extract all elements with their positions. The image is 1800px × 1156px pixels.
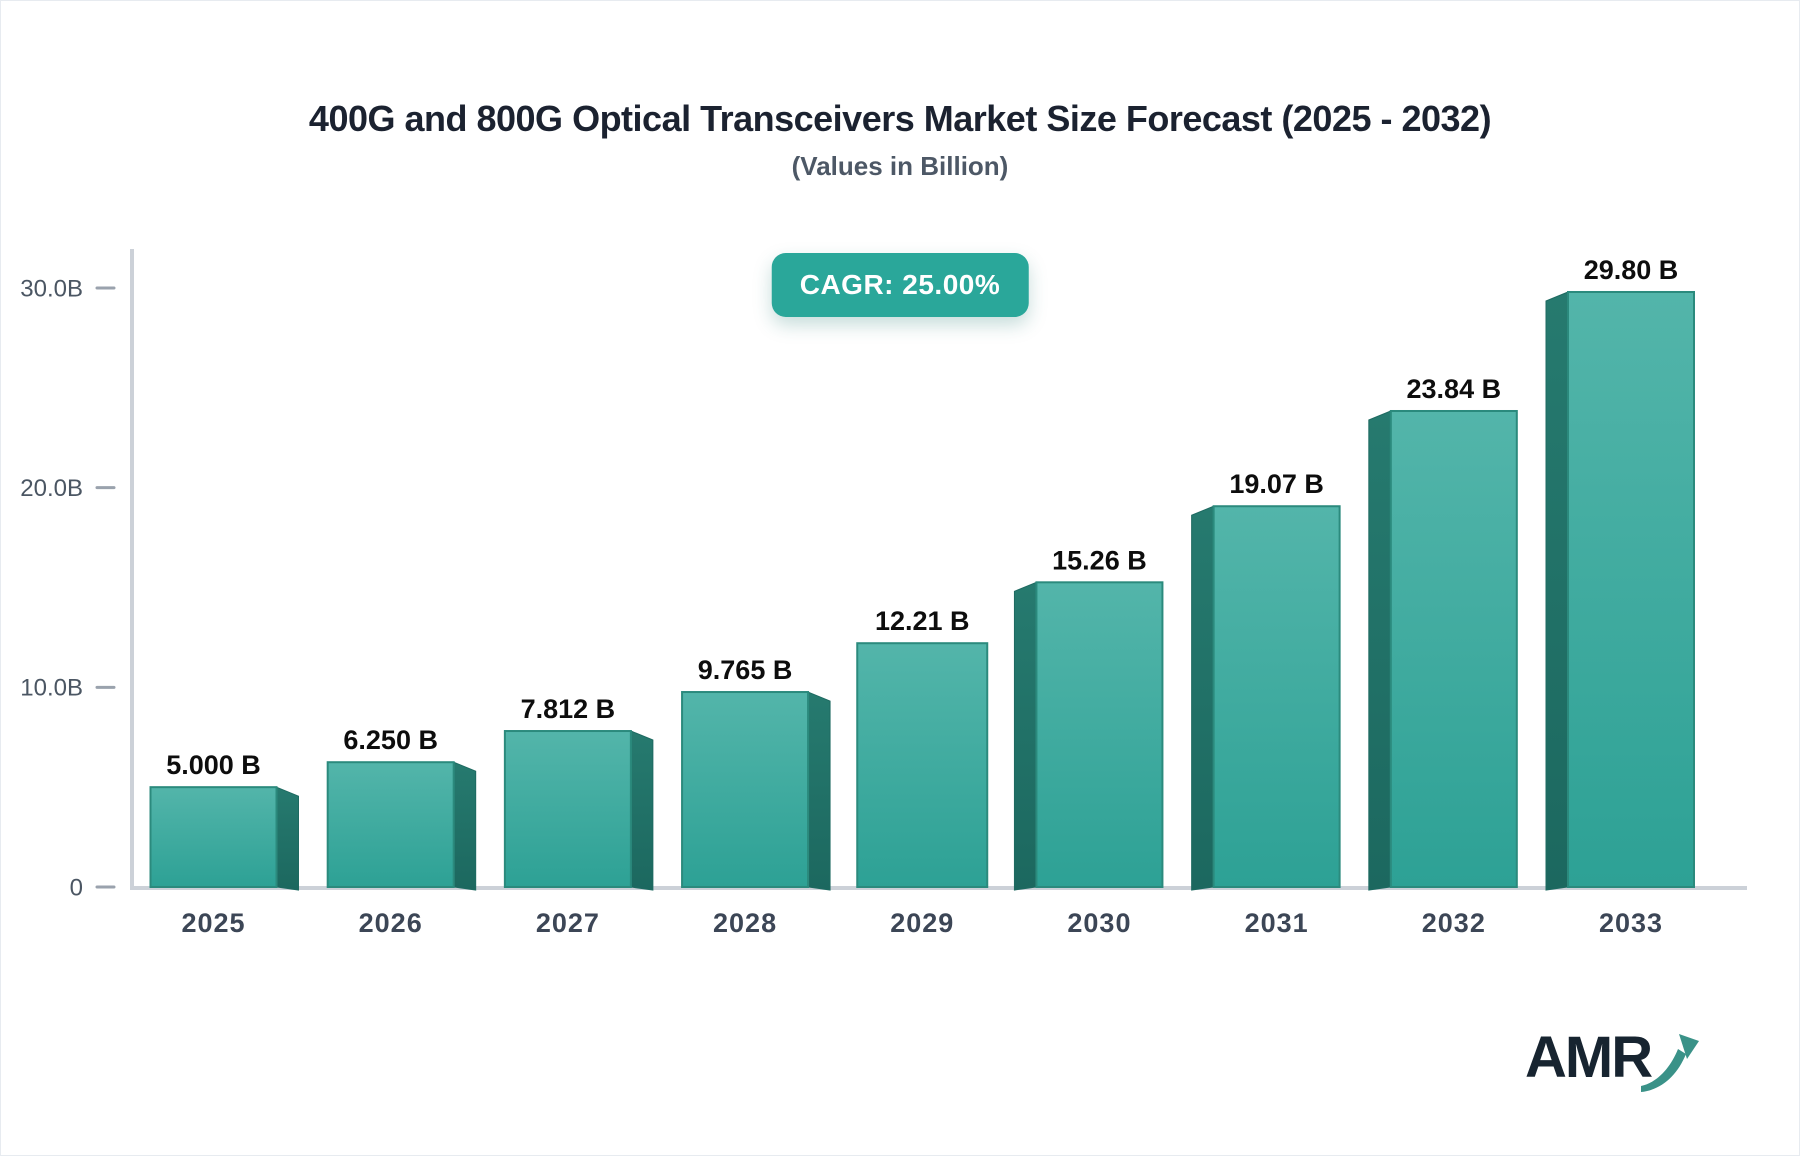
bar-front xyxy=(1567,290,1695,888)
x-axis-label: 2033 xyxy=(1599,908,1663,938)
bar-group-2028: 9.765 B 2028 xyxy=(681,655,831,938)
y-tick-label: 0 xyxy=(70,874,83,901)
bar-value-label: 29.80 B xyxy=(1584,255,1679,285)
bar-front xyxy=(326,761,455,888)
bar-group-2027: 7.812 B 2027 xyxy=(503,694,654,938)
amr-logo: AMR xyxy=(1525,1025,1700,1097)
bar-front xyxy=(681,691,810,889)
y-tick-label: 30.0B xyxy=(20,275,83,302)
bar-side xyxy=(630,730,654,891)
bar-value-label: 9.765 B xyxy=(698,655,793,685)
cagr-badge-label: CAGR: 25.00% xyxy=(799,269,1001,300)
x-axis-label: 2030 xyxy=(1067,908,1131,938)
bar-side xyxy=(453,761,477,891)
bar-group-2026: 6.250 B 2026 xyxy=(326,725,477,938)
bar-group-2033: 29.80 B 2033 xyxy=(1545,255,1695,938)
bar-value-label: 6.250 B xyxy=(343,725,438,755)
chart-subtitle: (Values in Billion) xyxy=(791,151,1009,181)
amr-logo-text: AMR xyxy=(1525,1025,1653,1090)
bar-front xyxy=(1389,409,1518,888)
bar-group-2025: 5.000 B 2025 xyxy=(149,750,299,938)
bar-side xyxy=(1013,581,1037,891)
bar-side xyxy=(1545,291,1569,891)
bar-side xyxy=(276,786,299,891)
y-tick-label: 10.0B xyxy=(20,675,83,702)
bar-front xyxy=(856,642,989,888)
chart-title: 400G and 800G Optical Transceivers Marke… xyxy=(308,98,1492,139)
bar-group-2030: 15.26 B 2030 xyxy=(1013,545,1164,938)
x-axis-label: 2025 xyxy=(181,908,245,938)
y-tick-label: 20.0B xyxy=(20,475,83,502)
bar-group-2029: 12.21 B 2029 xyxy=(856,606,989,938)
bar-front xyxy=(1035,581,1164,888)
bar-value-label: 12.21 B xyxy=(875,606,970,636)
x-axis-label: 2031 xyxy=(1245,908,1309,938)
bar-side xyxy=(1368,410,1392,891)
bar-group-2031: 19.07 B 2031 xyxy=(1191,469,1341,938)
bar-front xyxy=(149,786,278,889)
x-axis-label: 2029 xyxy=(890,908,954,938)
bar-front xyxy=(503,730,632,888)
x-axis-label: 2027 xyxy=(536,908,600,938)
cagr-badge: CAGR: 25.00% xyxy=(771,253,1029,317)
bar-front xyxy=(1212,505,1341,888)
x-axis-label: 2032 xyxy=(1422,908,1486,938)
bar-value-label: 15.26 B xyxy=(1052,545,1147,575)
growth-arrow-icon xyxy=(1641,1034,1700,1092)
x-axis-label: 2028 xyxy=(713,908,777,938)
bar-value-label: 23.84 B xyxy=(1407,374,1502,404)
bar-group-2032: 23.84 B 2032 xyxy=(1368,374,1518,938)
x-axis-label: 2026 xyxy=(359,908,423,938)
bar-value-label: 7.812 B xyxy=(521,694,616,724)
bar-value-label: 5.000 B xyxy=(166,750,261,780)
bar-side xyxy=(807,691,831,891)
bar-side xyxy=(1191,505,1215,891)
bar-value-label: 19.07 B xyxy=(1229,469,1324,499)
